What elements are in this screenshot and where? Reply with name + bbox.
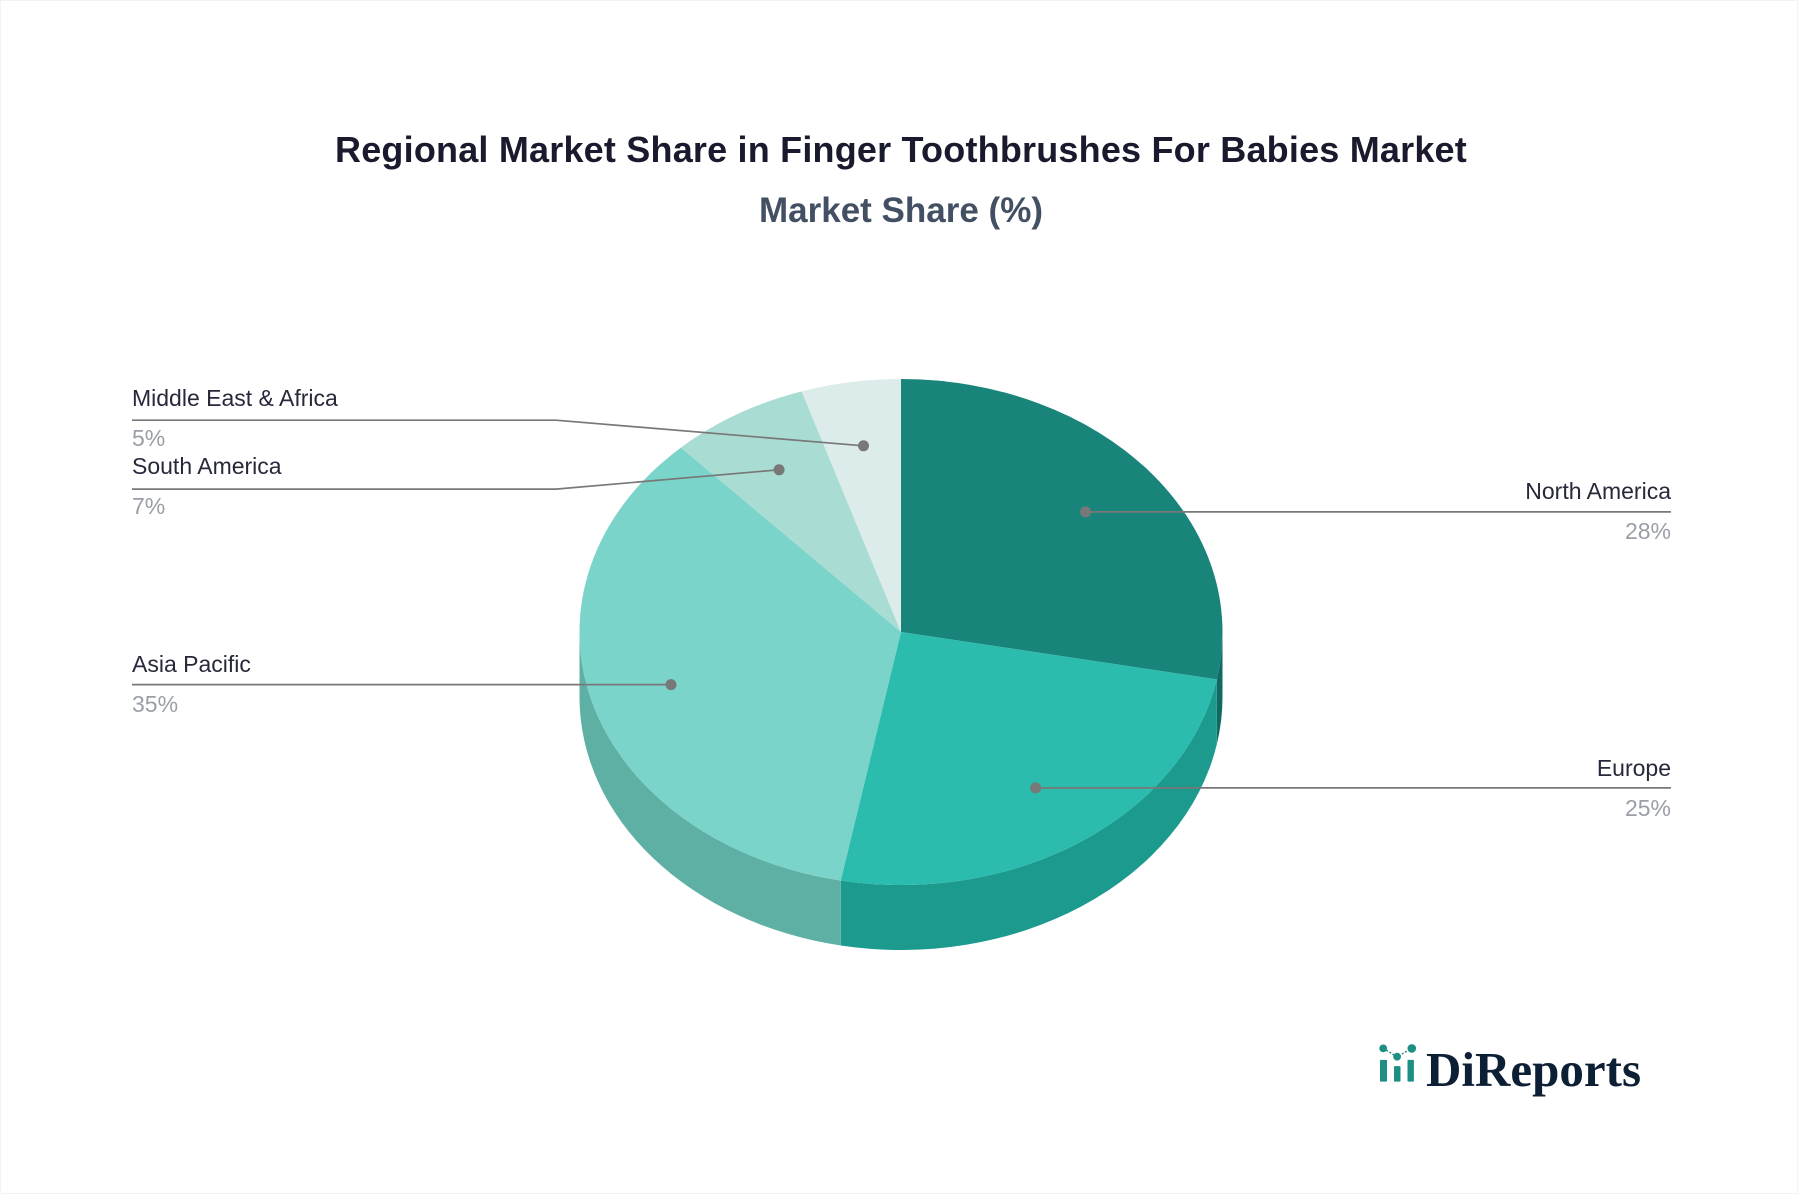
svg-text:DiReports: DiReports (1426, 1042, 1641, 1097)
